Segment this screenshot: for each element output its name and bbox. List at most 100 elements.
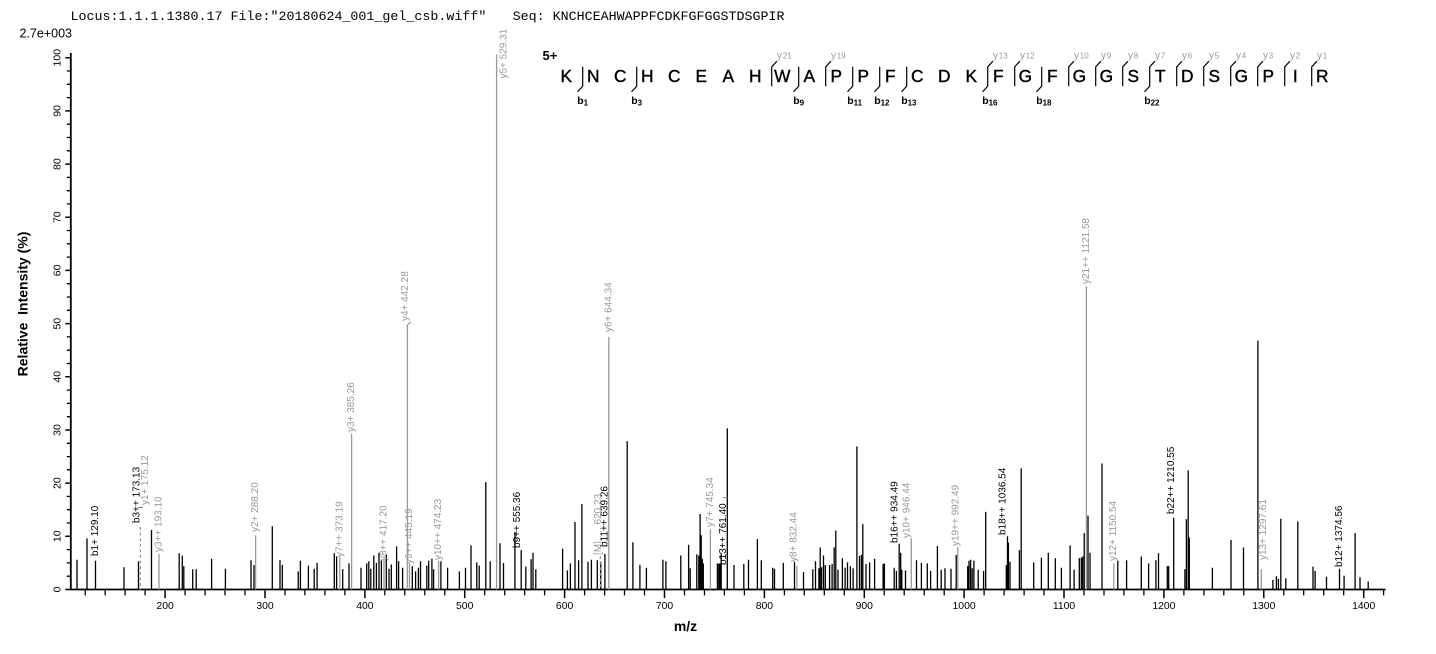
svg-text:b9: b9 xyxy=(793,95,804,108)
svg-text:y21: y21 xyxy=(777,50,792,61)
svg-text:A: A xyxy=(723,66,735,86)
svg-text:y6+ 644.34: y6+ 644.34 xyxy=(603,282,614,332)
svg-text:y7++ 373.19: y7++ 373.19 xyxy=(334,501,345,557)
svg-text:400: 400 xyxy=(356,601,374,612)
svg-text:y5: y5 xyxy=(1209,50,1220,61)
svg-text:S: S xyxy=(1209,66,1221,86)
svg-text:F: F xyxy=(885,66,896,86)
svg-text:P: P xyxy=(1263,66,1275,86)
svg-text:y9: y9 xyxy=(1101,50,1112,61)
svg-text:E: E xyxy=(696,66,708,86)
svg-text:70: 70 xyxy=(52,211,64,223)
svg-text:b1: b1 xyxy=(577,95,588,108)
svg-text:b22: b22 xyxy=(1144,95,1160,108)
svg-text:y9++ 445.19: y9++ 445.19 xyxy=(404,508,415,564)
svg-text:y19++ 992.49: y19++ 992.49 xyxy=(951,484,962,546)
svg-text:b18: b18 xyxy=(1036,95,1052,108)
svg-text:700: 700 xyxy=(656,601,674,612)
svg-text:y8++ 417.20: y8++ 417.20 xyxy=(379,505,390,561)
svg-text:20: 20 xyxy=(52,477,64,489)
svg-text:y12+ 1150.54: y12+ 1150.54 xyxy=(1108,500,1119,561)
svg-text:Relative Intensity (%): Relative Intensity (%) xyxy=(15,232,31,377)
svg-text:10: 10 xyxy=(52,530,64,542)
svg-text:800: 800 xyxy=(756,601,774,612)
svg-text:b13++ 761.40: b13++ 761.40 xyxy=(718,503,729,565)
svg-text:1000: 1000 xyxy=(953,601,976,612)
svg-text:b22++ 1210.55: b22++ 1210.55 xyxy=(1166,446,1177,514)
svg-text:N: N xyxy=(587,66,599,86)
svg-text:C: C xyxy=(614,66,626,86)
svg-text:y3++ 193.10: y3++ 193.10 xyxy=(154,496,165,552)
svg-text:1400: 1400 xyxy=(1352,601,1375,612)
svg-text:A: A xyxy=(804,66,816,86)
svg-text:H: H xyxy=(749,66,761,86)
svg-text:P: P xyxy=(831,66,843,86)
svg-text:90: 90 xyxy=(52,105,64,117)
svg-text:K: K xyxy=(561,66,573,86)
svg-text:y2+ 288.20: y2+ 288.20 xyxy=(250,482,261,532)
svg-text:y4+ 442.28: y4+ 442.28 xyxy=(400,271,411,321)
svg-text:60: 60 xyxy=(52,264,64,276)
svg-text:b13: b13 xyxy=(901,95,917,108)
svg-text:40: 40 xyxy=(52,371,64,383)
svg-text:500: 500 xyxy=(456,601,474,612)
svg-text:R: R xyxy=(1316,66,1328,86)
svg-text:b11++ 639.26: b11++ 639.26 xyxy=(599,486,610,547)
svg-text:F: F xyxy=(1047,66,1058,86)
svg-text:H: H xyxy=(641,66,653,86)
svg-text:W: W xyxy=(774,66,791,86)
svg-text:y8: y8 xyxy=(1128,50,1139,61)
svg-text:m/z: m/z xyxy=(674,618,697,634)
svg-text:y1+ 175.12: y1+ 175.12 xyxy=(140,455,151,505)
svg-text:y13+ 1297.61: y13+ 1297.61 xyxy=(1258,499,1269,560)
svg-text:900: 900 xyxy=(856,601,874,612)
svg-text:y10: y10 xyxy=(1074,50,1089,61)
svg-text:P: P xyxy=(858,66,870,86)
svg-text:100: 100 xyxy=(52,49,64,67)
svg-text:2.7e+003: 2.7e+003 xyxy=(20,27,73,41)
svg-text:b3++ 173.13: b3++ 173.13 xyxy=(132,466,143,523)
svg-text:300: 300 xyxy=(256,601,274,612)
svg-text:200: 200 xyxy=(156,601,174,612)
svg-text:30: 30 xyxy=(52,424,64,436)
svg-text:Seq: KNCHCEAHWAPPFCDKFGFGGSTDS: Seq: KNCHCEAHWAPPFCDKFGFGGSTDSGPIR xyxy=(513,10,785,25)
svg-text:[M]..... 620.23: [M]..... 620.23 xyxy=(593,493,604,555)
svg-text:y6: y6 xyxy=(1182,50,1193,61)
svg-text:T: T xyxy=(1155,66,1166,86)
svg-text:5+: 5+ xyxy=(543,48,558,63)
svg-text:Locus:1.1.1.1380.17 File:"2018: Locus:1.1.1.1380.17 File:"20180624_001_g… xyxy=(71,10,487,25)
svg-text:1200: 1200 xyxy=(1152,601,1175,612)
svg-text:1100: 1100 xyxy=(1053,601,1076,612)
svg-text:y8+ 832.44: y8+ 832.44 xyxy=(788,512,799,562)
svg-text:y12: y12 xyxy=(1020,50,1035,61)
svg-text:50: 50 xyxy=(52,318,64,330)
svg-text:C: C xyxy=(911,66,923,86)
svg-text:y7: y7 xyxy=(1155,50,1166,61)
svg-text:1300: 1300 xyxy=(1252,601,1275,612)
svg-text:S: S xyxy=(1128,66,1140,86)
svg-text:b3: b3 xyxy=(631,95,642,108)
svg-text:G: G xyxy=(1100,66,1113,86)
svg-text:K: K xyxy=(966,66,978,86)
svg-text:600: 600 xyxy=(556,601,574,612)
svg-text:y7+ 745.34: y7+ 745.34 xyxy=(705,477,716,527)
svg-text:b16: b16 xyxy=(982,95,998,108)
svg-text:0: 0 xyxy=(52,586,64,592)
svg-text:y10+ 946.44: y10+ 946.44 xyxy=(902,482,913,538)
svg-text:G: G xyxy=(1019,66,1032,86)
svg-text:y10++ 474.23: y10++ 474.23 xyxy=(433,498,444,560)
svg-text:y2: y2 xyxy=(1290,50,1301,61)
svg-text:b12+ 1374.56: b12+ 1374.56 xyxy=(1334,505,1345,567)
svg-text:80: 80 xyxy=(52,158,64,170)
svg-text:C: C xyxy=(668,66,680,86)
svg-text:b11: b11 xyxy=(847,95,862,108)
svg-text:y3+ 385.26: y3+ 385.26 xyxy=(346,382,357,432)
svg-text:y21++ 1121.58: y21++ 1121.58 xyxy=(1081,218,1092,284)
svg-text:b1+ 129.10: b1+ 129.10 xyxy=(90,505,101,556)
svg-text:y19: y19 xyxy=(831,50,846,61)
svg-text:D: D xyxy=(1181,66,1193,86)
svg-text:y1: y1 xyxy=(1317,50,1328,61)
svg-text:b9++ 555.36: b9++ 555.36 xyxy=(512,491,523,548)
svg-text:G: G xyxy=(1235,66,1248,86)
svg-text:y5+ 529.31: y5+ 529.31 xyxy=(498,28,509,78)
